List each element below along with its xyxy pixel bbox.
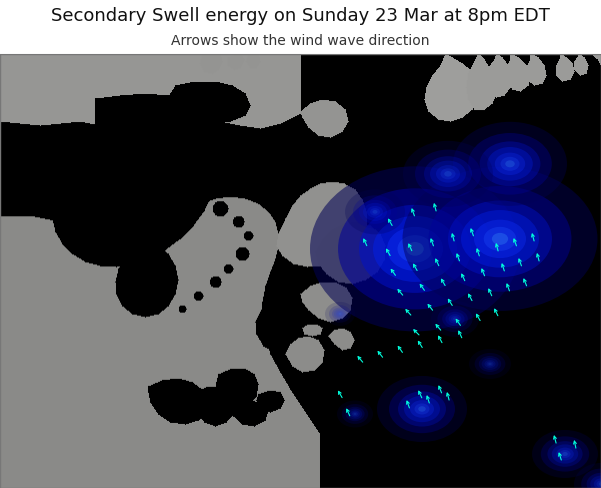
Ellipse shape: [495, 153, 525, 176]
Ellipse shape: [484, 227, 516, 251]
Ellipse shape: [387, 227, 443, 271]
Ellipse shape: [353, 413, 356, 415]
Ellipse shape: [415, 404, 430, 415]
Ellipse shape: [429, 186, 572, 292]
Ellipse shape: [345, 190, 405, 235]
Ellipse shape: [359, 201, 391, 224]
Ellipse shape: [410, 400, 434, 418]
Ellipse shape: [430, 162, 466, 188]
Ellipse shape: [469, 349, 511, 379]
Ellipse shape: [574, 463, 601, 488]
Ellipse shape: [486, 362, 493, 366]
Text: Secondary Swell energy on Sunday 23 Mar at 8pm EDT: Secondary Swell energy on Sunday 23 Mar …: [51, 7, 550, 25]
Ellipse shape: [444, 172, 452, 177]
Ellipse shape: [448, 201, 552, 278]
Ellipse shape: [532, 430, 598, 478]
Ellipse shape: [367, 206, 383, 219]
Ellipse shape: [442, 310, 468, 329]
Ellipse shape: [325, 302, 355, 326]
Ellipse shape: [415, 150, 481, 199]
Ellipse shape: [479, 356, 501, 372]
Ellipse shape: [453, 318, 457, 321]
Ellipse shape: [403, 167, 597, 311]
Ellipse shape: [398, 391, 446, 427]
Ellipse shape: [461, 211, 539, 268]
Ellipse shape: [481, 358, 498, 370]
Ellipse shape: [436, 166, 460, 183]
Ellipse shape: [505, 161, 514, 168]
Ellipse shape: [329, 305, 351, 323]
Ellipse shape: [339, 313, 341, 315]
Ellipse shape: [338, 189, 492, 310]
Ellipse shape: [451, 316, 459, 322]
Ellipse shape: [587, 473, 601, 488]
Ellipse shape: [346, 407, 365, 421]
Ellipse shape: [563, 452, 568, 456]
Ellipse shape: [541, 436, 589, 471]
Text: Arrows show the wind wave direction: Arrows show the wind wave direction: [171, 34, 430, 48]
Ellipse shape: [599, 482, 601, 486]
Ellipse shape: [581, 468, 601, 488]
Ellipse shape: [373, 216, 457, 283]
Ellipse shape: [548, 441, 582, 467]
Ellipse shape: [332, 308, 348, 321]
Ellipse shape: [310, 167, 520, 332]
Ellipse shape: [370, 209, 380, 216]
Ellipse shape: [337, 401, 373, 427]
Ellipse shape: [487, 148, 533, 181]
Ellipse shape: [501, 158, 519, 171]
Ellipse shape: [448, 314, 462, 324]
Ellipse shape: [480, 142, 540, 187]
Ellipse shape: [418, 407, 426, 412]
Ellipse shape: [373, 210, 377, 214]
Ellipse shape: [438, 306, 472, 332]
Ellipse shape: [560, 450, 570, 458]
Ellipse shape: [353, 196, 397, 229]
Ellipse shape: [424, 157, 472, 192]
Ellipse shape: [597, 481, 601, 488]
Ellipse shape: [590, 476, 601, 488]
Ellipse shape: [431, 301, 479, 337]
Ellipse shape: [336, 311, 344, 318]
Ellipse shape: [363, 203, 387, 222]
Ellipse shape: [468, 134, 552, 195]
Ellipse shape: [492, 233, 508, 245]
Ellipse shape: [556, 447, 574, 461]
Ellipse shape: [389, 385, 455, 433]
Ellipse shape: [594, 478, 601, 488]
Ellipse shape: [404, 396, 440, 422]
Ellipse shape: [484, 360, 496, 368]
Ellipse shape: [488, 363, 492, 366]
Ellipse shape: [377, 376, 467, 442]
Ellipse shape: [475, 353, 505, 375]
Ellipse shape: [453, 122, 567, 206]
Ellipse shape: [352, 412, 358, 416]
Ellipse shape: [359, 205, 471, 293]
Ellipse shape: [342, 404, 368, 424]
Ellipse shape: [397, 236, 433, 263]
Ellipse shape: [350, 410, 360, 418]
Ellipse shape: [474, 220, 526, 259]
Ellipse shape: [403, 142, 493, 207]
Ellipse shape: [406, 243, 424, 256]
Ellipse shape: [441, 169, 456, 180]
Ellipse shape: [348, 409, 362, 420]
Ellipse shape: [552, 445, 578, 464]
Ellipse shape: [445, 312, 465, 326]
Ellipse shape: [334, 309, 346, 319]
Ellipse shape: [338, 312, 343, 316]
